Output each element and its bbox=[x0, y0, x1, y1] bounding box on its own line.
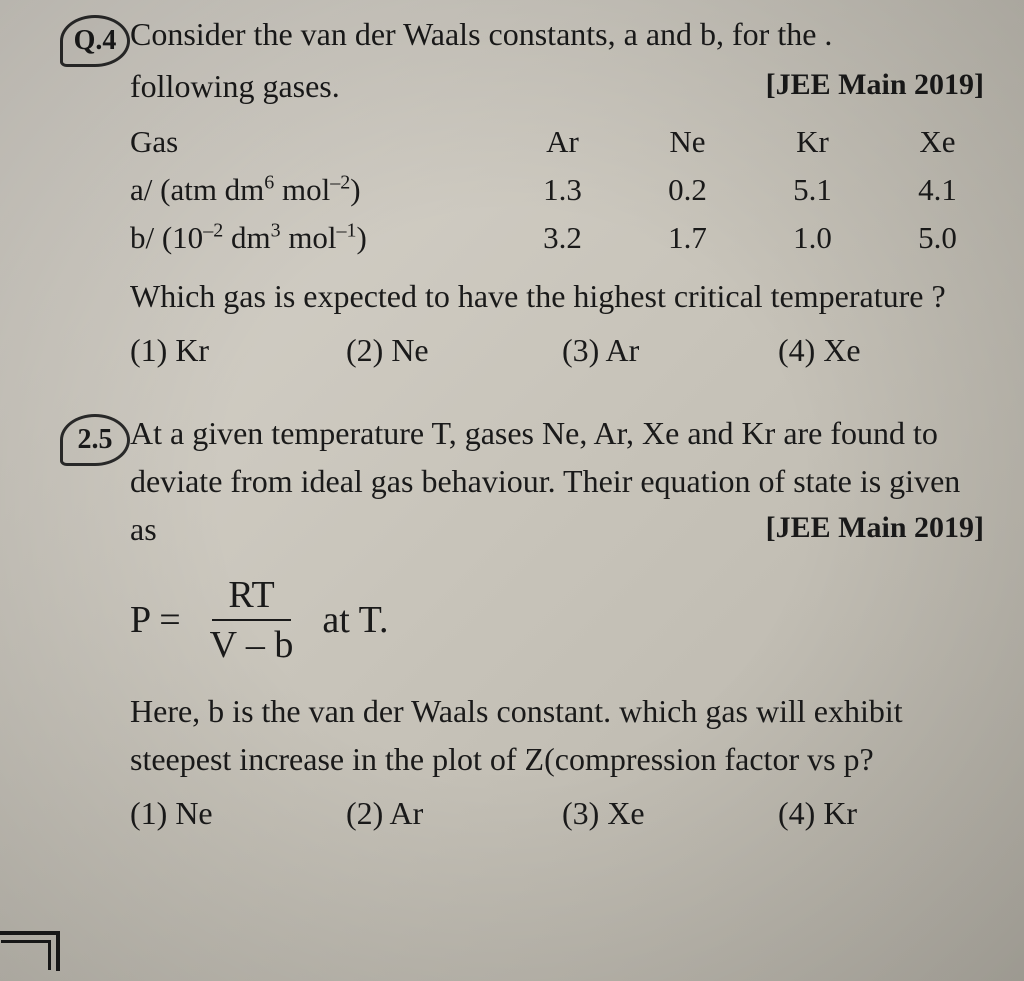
q4-line2: following gases. bbox=[130, 68, 340, 104]
q4-b-ar: 3.2 bbox=[500, 214, 625, 262]
q4-text: Consider the van der Waals constants, a … bbox=[60, 10, 994, 110]
q5-text: At a given temperature T, gases Ne, Ar, … bbox=[60, 409, 994, 553]
q4-opt-1: (1) Kr bbox=[130, 332, 346, 369]
q4-a-xe: 4.1 bbox=[875, 166, 1000, 214]
q4-b-kr: 1.0 bbox=[750, 214, 875, 262]
q5-jee-tag: [JEE Main 2019] bbox=[766, 505, 984, 550]
q4-b-xe: 5.0 bbox=[875, 214, 1000, 262]
q5-formula-rhs: at T. bbox=[322, 598, 388, 642]
question-4: Q.4 Consider the van der Waals constants… bbox=[60, 10, 994, 369]
q4-opt-2: (2) Ne bbox=[346, 332, 562, 369]
page: Q.4 Consider the van der Waals constants… bbox=[0, 10, 994, 832]
q5-options: (1) Ne (2) Ar (3) Xe (4) Kr bbox=[60, 795, 994, 832]
q5-opt-4: (4) Kr bbox=[778, 795, 994, 832]
q5-frac-bot: V – b bbox=[202, 621, 302, 667]
q5-formula: P = RT V – b at T. bbox=[60, 573, 994, 667]
q4-jee-tag: [JEE Main 2019] bbox=[766, 62, 984, 107]
q4-options: (1) Kr (2) Ne (3) Ar (4) Xe bbox=[60, 332, 994, 369]
q4-header-label: Gas bbox=[130, 118, 500, 166]
q4-opt-4: (4) Xe bbox=[778, 332, 994, 369]
q4-opt-3: (3) Ar bbox=[562, 332, 778, 369]
q5-marker: 2.5 bbox=[55, 409, 135, 471]
q4-col-xe: Xe bbox=[875, 118, 1000, 166]
q4-b-ne: 1.7 bbox=[625, 214, 750, 262]
q4-table-header: Gas Ar Ne Kr Xe bbox=[130, 118, 994, 166]
q4-row-a-label: a/ (atm dm6 mol–2) bbox=[130, 166, 500, 214]
q4-followup: Which gas is expected to have the highes… bbox=[60, 272, 994, 320]
q4-a-kr: 5.1 bbox=[750, 166, 875, 214]
q5-marker-label: 2.5 bbox=[60, 414, 130, 466]
q5-formula-lhs: P = bbox=[130, 598, 181, 642]
page-corner-border bbox=[0, 931, 60, 971]
q4-table: Gas Ar Ne Kr Xe a/ (atm dm6 mol–2) 1.3 0… bbox=[60, 118, 994, 262]
q4-marker: Q.4 bbox=[55, 10, 135, 72]
q4-line2-row: following gases. [JEE Main 2019] bbox=[130, 62, 994, 110]
q4-table-row-b: b/ (10–2 dm3 mol–1) 3.2 1.7 1.0 5.0 bbox=[130, 214, 994, 262]
q5-opt-3: (3) Xe bbox=[562, 795, 778, 832]
page-corner-border-inner bbox=[1, 940, 51, 970]
q4-col-kr: Kr bbox=[750, 118, 875, 166]
q4-table-row-a: a/ (atm dm6 mol–2) 1.3 0.2 5.1 4.1 bbox=[130, 166, 994, 214]
q4-a-ar: 1.3 bbox=[500, 166, 625, 214]
q5-opt-2: (2) Ar bbox=[346, 795, 562, 832]
q4-col-ne: Ne bbox=[625, 118, 750, 166]
q4-marker-label: Q.4 bbox=[60, 15, 130, 67]
q4-col-ar: Ar bbox=[500, 118, 625, 166]
q4-a-ne: 0.2 bbox=[625, 166, 750, 214]
question-5: 2.5 At a given temperature T, gases Ne, … bbox=[60, 409, 994, 832]
q5-opt-1: (1) Ne bbox=[130, 795, 346, 832]
q4-row-b-label: b/ (10–2 dm3 mol–1) bbox=[130, 214, 500, 262]
q4-line1: Consider the van der Waals constants, a … bbox=[130, 10, 994, 58]
q5-frac-top: RT bbox=[212, 573, 290, 621]
q5-fraction: RT V – b bbox=[202, 573, 302, 667]
q5-followup: Here, b is the van der Waals constant. w… bbox=[60, 687, 994, 783]
